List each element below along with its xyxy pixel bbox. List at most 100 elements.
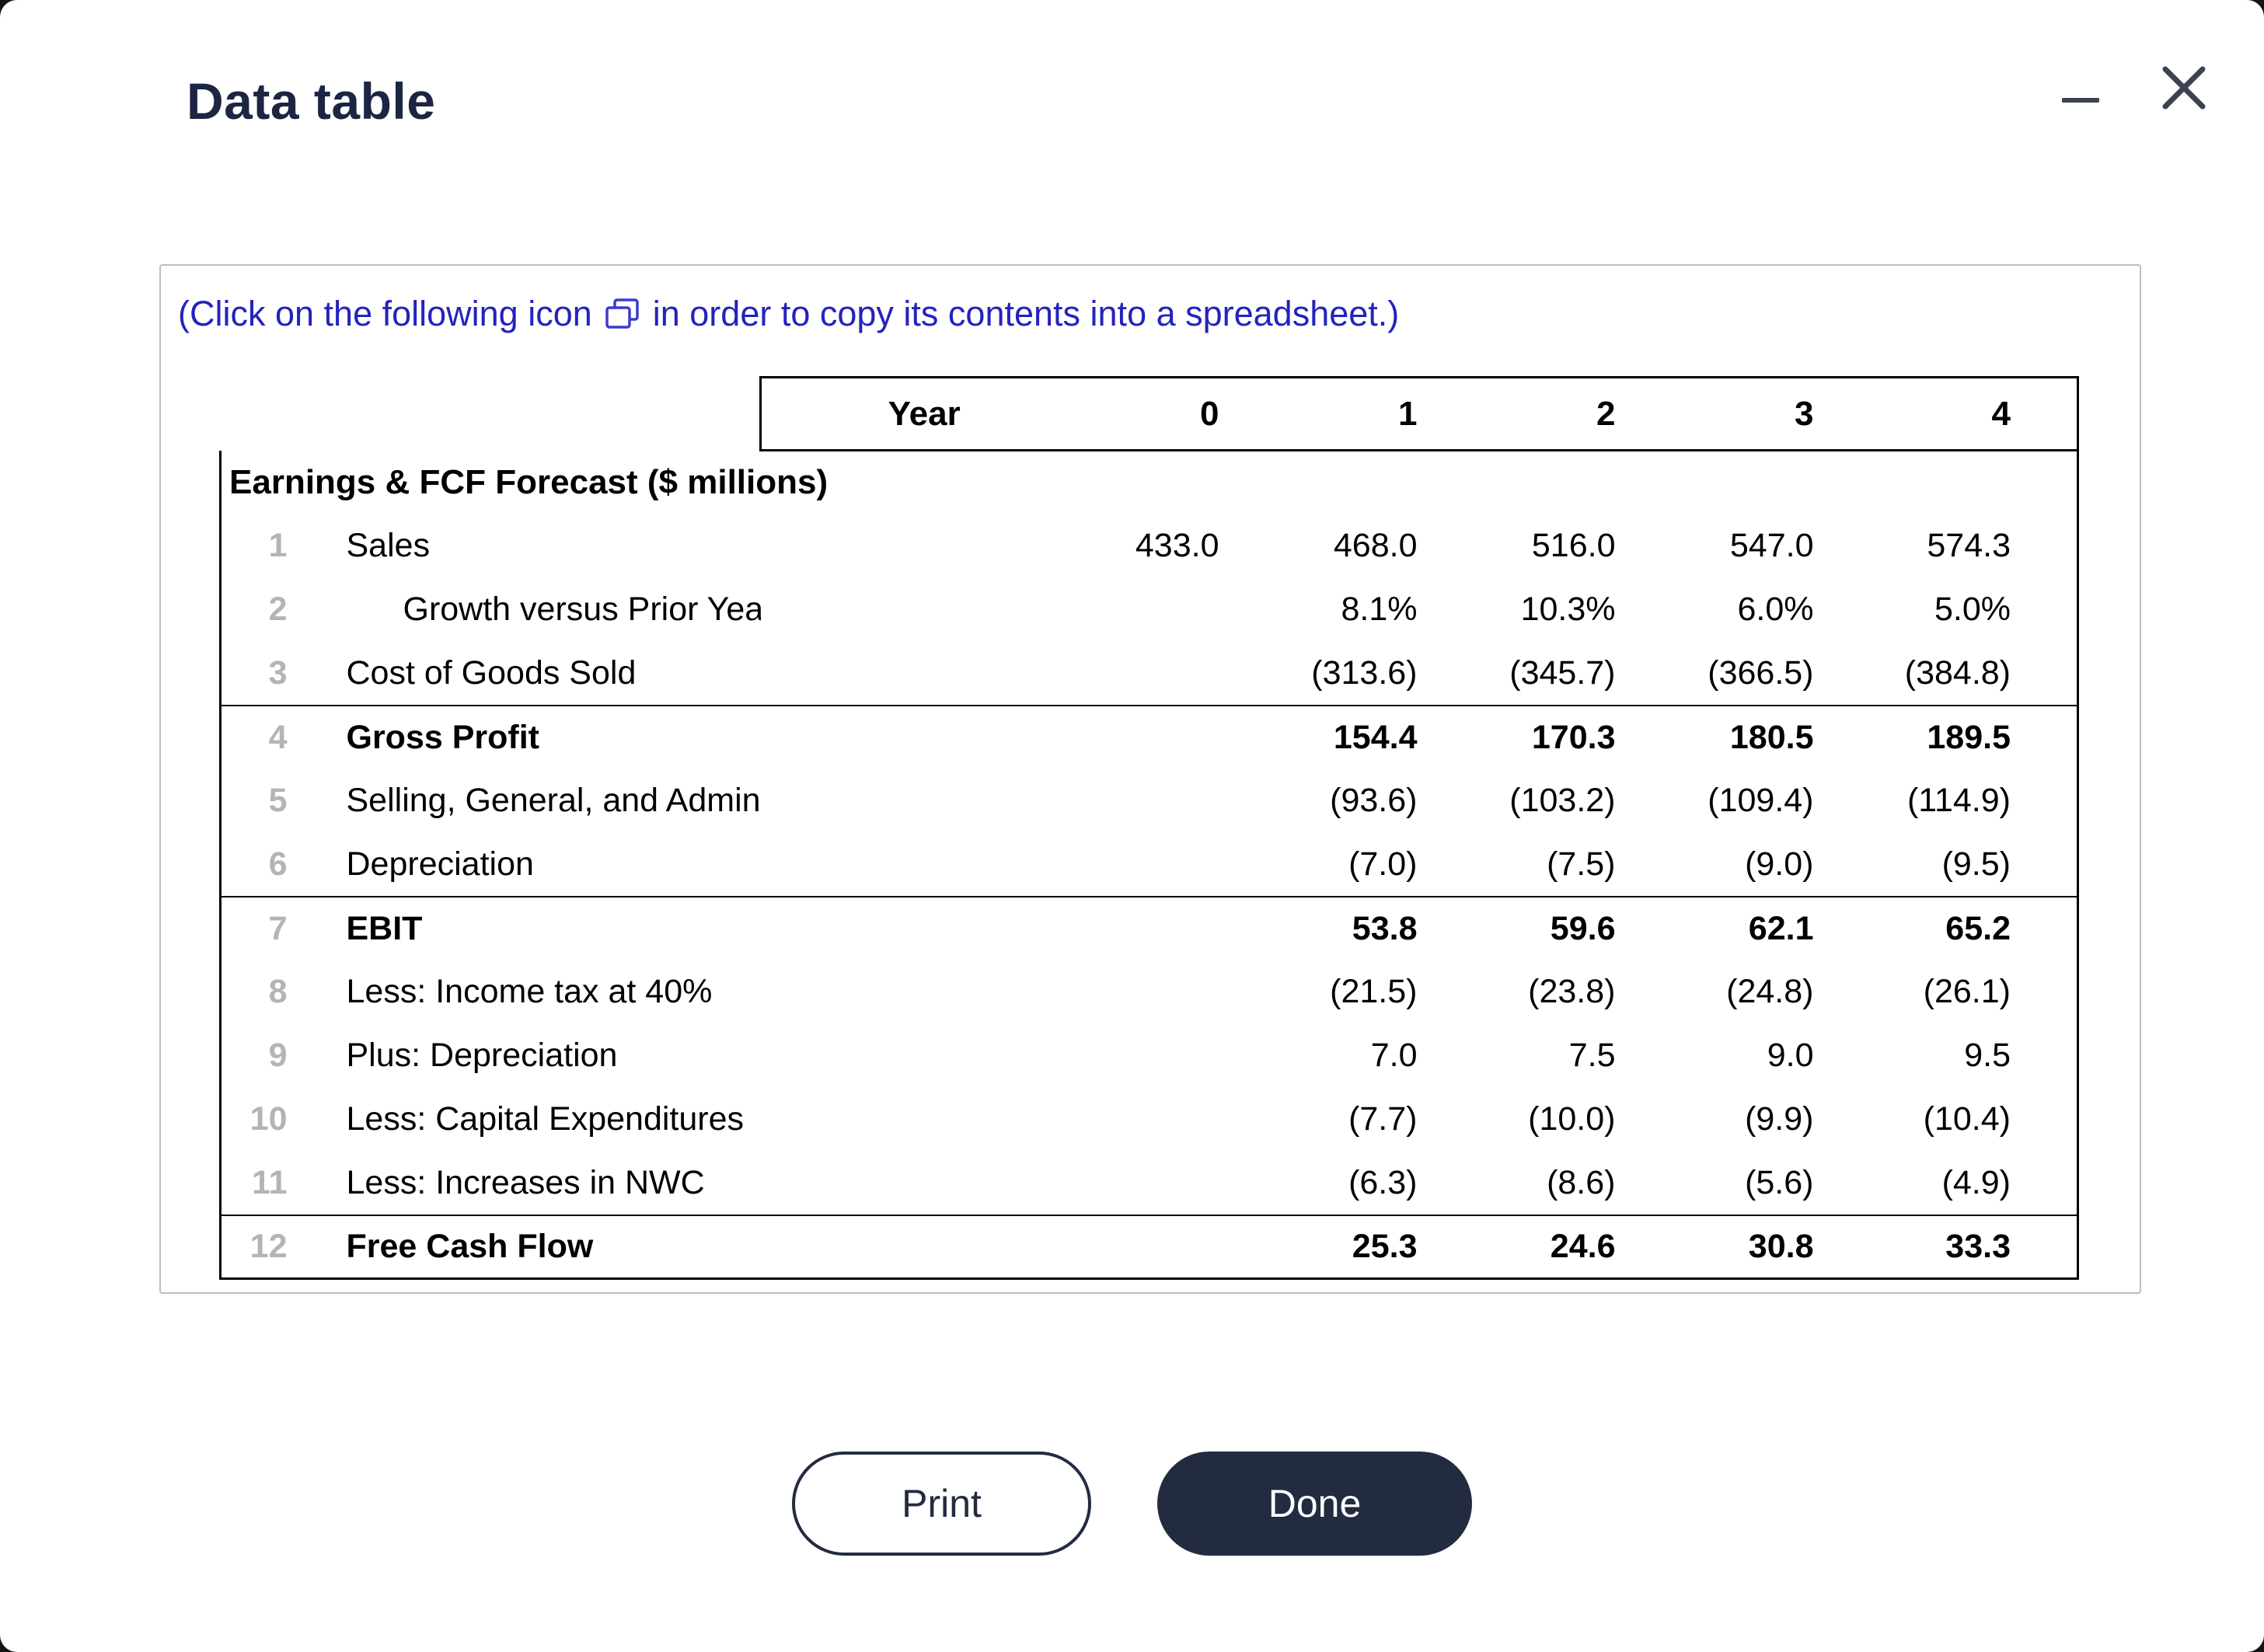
row-value: 25.3 [1285,1214,1484,1280]
row-label: Depreciation [346,845,534,883]
row-spacer-cell [760,1214,1087,1280]
table-row: 4 Gross Profit 154.4 170.3 180.5 189.5 [219,704,2079,769]
row-label: Gross Profit [298,704,761,769]
row-value: (8.6) [1547,1163,1616,1201]
row-value: 7.5 [1568,1037,1616,1074]
copy-to-spreadsheet-icon[interactable] [605,298,640,330]
row-value: 9.0 [1767,1037,1814,1074]
year-header-value: 0 [1087,376,1285,451]
row-value: 170.3 [1483,704,1682,769]
row-number: 2 [219,577,298,642]
table-section-row: Earnings & FCF Forecast ($ millions) [219,450,2079,514]
table-row: 11 Less: Increases in NWC (6.3) (8.6) (5.6) (… [219,1151,2079,1215]
row-spacer-cell [761,514,1087,578]
row-value [1087,1088,1285,1152]
table-row: 10 Less: Capital Expenditures (7.7) (10.0) (… [219,1087,2079,1152]
table-body: Earnings & FCF Forecast ($ millions) 1 Sa… [219,450,2079,1280]
row-label: Less: Increases in NWC [346,1163,705,1201]
row-number: 9 [219,1023,298,1088]
row-value [1087,833,1285,897]
row-value [1087,578,1285,642]
row-value: (114.9) [1879,768,2079,833]
row-label: Plus: Depreciation [346,1037,618,1074]
row-value: 62.1 [1681,895,1880,960]
row-value: 189.5 [1879,704,2079,769]
row-spacer-cell [761,769,1087,833]
table-row: 3 Cost of Goods Sold (313.6) (345.7) (366.5)… [219,641,2079,706]
close-button[interactable] [2160,64,2208,112]
table-row: 9 Plus: Depreciation 7.0 7.5 9.0 9.5 [219,1023,2079,1088]
row-value: (93.6) [1330,782,1418,819]
row-value [1087,704,1285,769]
row-number: 6 [219,832,298,897]
row-number: 4 [219,704,298,769]
row-value: (21.5) [1330,973,1418,1010]
done-button[interactable]: Done [1157,1452,1472,1556]
year-header-value: 2 [1483,376,1682,451]
row-value: 9.5 [1879,1023,2079,1088]
row-label: Less: Capital Expenditures [346,1100,745,1138]
row-value: 7.0 [1370,1037,1418,1074]
copy-instruction: (Click on the following icon in order to… [178,294,1399,334]
row-value: (9.9) [1745,1100,1814,1138]
row-number: 5 [219,768,298,833]
row-value: 6.0% [1737,591,1814,628]
row-value: (5.6) [1745,1163,1814,1201]
row-value [1087,642,1285,706]
row-value: 547.0 [1729,527,1814,564]
row-value: (10.0) [1528,1100,1616,1138]
table-row: 2 Growth versus Prior Year 8.1% 10.3% 6.0% 5.… [219,577,2079,642]
content-panel: (Click on the following icon in order to… [159,264,2141,1294]
row-value: 433.0 [1135,527,1219,564]
row-value: 30.8 [1681,1214,1880,1280]
row-label: EBIT [298,895,761,960]
row-number: 7 [219,895,298,960]
row-value: 180.5 [1681,704,1880,769]
row-value: 53.8 [1285,895,1484,960]
row-value: (9.0) [1745,845,1814,883]
row-value: 154.4 [1285,704,1484,769]
table-row: 8 Less: Income tax at 40% (21.5) (23.8) (24.… [219,960,2079,1024]
close-icon [2160,66,2208,114]
row-label: Selling, General, and Administrative [346,782,761,819]
row-spacer-cell [761,1088,1087,1152]
row-spacer-cell [760,895,1087,960]
row-value: 59.6 [1483,895,1682,960]
row-value: 5.0% [1879,577,2079,642]
row-number: 12 [219,1214,298,1280]
data-table: Year 0 1 2 3 4 Earnings & FCF Forecast (… [219,376,2079,1280]
window-controls [2061,64,2208,112]
row-value: (7.5) [1547,845,1616,883]
row-value: 468.0 [1333,527,1418,564]
row-value: (7.7) [1348,1100,1418,1138]
row-number: 10 [219,1087,298,1152]
row-value [1087,1214,1285,1280]
print-button[interactable]: Print [792,1452,1091,1556]
dialog-footer: Print Done [0,1452,2264,1556]
row-label: Sales [346,527,431,564]
table-section-title: Earnings & FCF Forecast ($ millions) [219,450,2079,514]
row-value: 516.0 [1531,527,1616,564]
row-label: Less: Income tax at 40% [346,973,713,1010]
row-spacer-cell [761,1024,1087,1088]
row-value: (366.5) [1708,653,1814,692]
row-value: 8.1% [1341,591,1418,628]
row-label: Free Cash Flow [298,1214,761,1280]
row-number: 3 [219,641,298,706]
minimize-icon [2061,95,2100,106]
row-value: (26.1) [1879,960,2079,1024]
row-number: 1 [219,514,298,578]
instruction-text-prefix: (Click on the following icon [178,294,592,333]
table-header-row: Year 0 1 2 3 4 [221,376,2079,451]
row-value: 24.6 [1483,1214,1682,1280]
table-row: 7 EBIT 53.8 59.6 62.1 65.2 [219,895,2079,960]
row-number: 8 [219,960,298,1024]
minimize-button[interactable] [2061,95,2100,106]
row-spacer-cell [761,642,1087,706]
row-spacer-cell [761,960,1087,1024]
row-value [1087,769,1285,833]
row-number: 11 [219,1151,298,1215]
row-spacer-cell [761,833,1087,897]
table-row: 6 Depreciation (7.0) (7.5) (9.0) (9.5) [219,832,2079,897]
